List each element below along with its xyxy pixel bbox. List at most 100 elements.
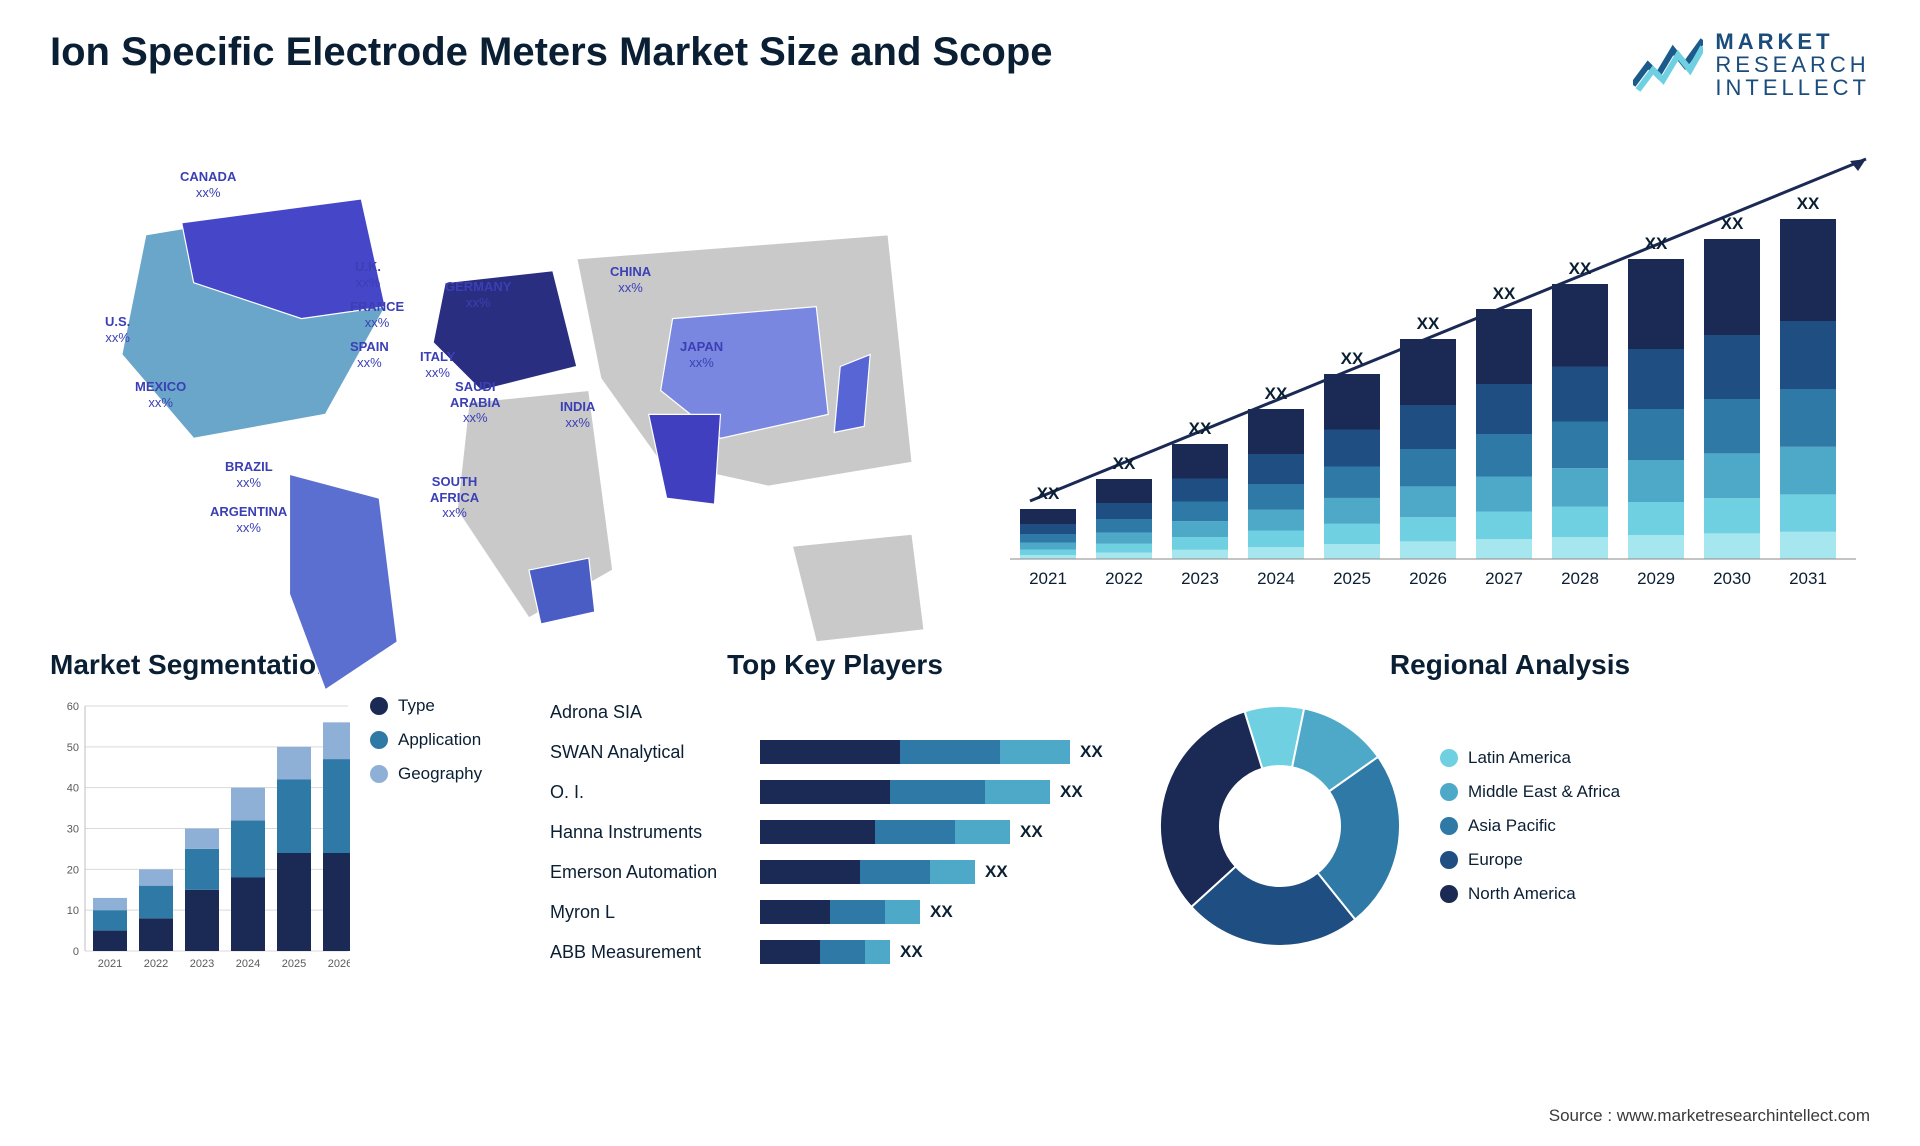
growth-bar-segment <box>1020 550 1076 556</box>
growth-bar-segment <box>1324 430 1380 467</box>
source-label: Source : www.marketresearchintellect.com <box>1549 1106 1870 1126</box>
growth-bar-segment <box>1324 498 1380 524</box>
seg-bar-segment <box>231 788 265 821</box>
growth-bar-segment <box>1628 259 1684 349</box>
seg-year-label: 2024 <box>236 958 260 970</box>
seg-year-label: 2021 <box>98 958 122 970</box>
seg-bar-segment <box>139 919 173 952</box>
growth-bar-segment <box>1628 349 1684 409</box>
growth-bar-segment <box>1172 550 1228 559</box>
growth-bar-segment <box>1552 422 1608 469</box>
growth-bar-label: XX <box>1189 419 1212 438</box>
player-bar <box>760 860 975 884</box>
segmentation-legend: TypeApplicationGeography <box>370 696 482 784</box>
legend-label: Latin America <box>1468 748 1571 768</box>
player-name: Hanna Instruments <box>550 822 750 843</box>
player-name: ABB Measurement <box>550 942 750 963</box>
growth-bar-segment <box>1172 479 1228 502</box>
growth-bar-label: XX <box>1569 259 1592 278</box>
player-bar-segment <box>820 940 865 964</box>
growth-bar-segment <box>1780 389 1836 447</box>
growth-bar-segment <box>1248 547 1304 559</box>
player-value: XX <box>900 942 923 962</box>
player-row: Myron LXX <box>550 896 1120 928</box>
player-bar-segment <box>900 740 1000 764</box>
growth-bar-segment <box>1552 367 1608 422</box>
growth-bar-segment <box>1324 467 1380 498</box>
legend-label: Geography <box>398 764 482 784</box>
seg-bar-segment <box>231 878 265 952</box>
player-row: ABB Measurement XX <box>550 936 1120 968</box>
logo-text: MARKET RESEARCH INTELLECT <box>1715 30 1870 99</box>
logo-line3: INTELLECT <box>1715 76 1870 99</box>
player-bar-segment <box>830 900 885 924</box>
seg-bar-segment <box>185 849 219 890</box>
player-name: Emerson Automation <box>550 862 750 883</box>
player-bar-wrap: XX <box>760 860 1120 884</box>
growth-year-label: 2021 <box>1029 569 1067 588</box>
seg-year-label: 2025 <box>282 958 306 970</box>
growth-bar-segment <box>1780 321 1836 389</box>
growth-year-label: 2027 <box>1485 569 1523 588</box>
map-label: MEXICOxx% <box>135 379 186 410</box>
player-bar-segment <box>890 780 985 804</box>
player-value: XX <box>930 902 953 922</box>
legend-swatch-icon <box>1440 851 1458 869</box>
player-bar-segment <box>930 860 975 884</box>
growth-bar-segment <box>1400 487 1456 518</box>
map-label: ARGENTINAxx% <box>210 504 287 535</box>
legend-swatch-icon <box>370 765 388 783</box>
player-bar-segment <box>760 940 820 964</box>
player-bar-wrap: XX <box>760 940 1120 964</box>
growth-year-label: 2028 <box>1561 569 1599 588</box>
player-bar <box>760 740 1070 764</box>
growth-bar-segment <box>1704 399 1760 453</box>
map-label: SOUTHAFRICAxx% <box>430 474 479 521</box>
growth-year-label: 2029 <box>1637 569 1675 588</box>
legend-item: Middle East & Africa <box>1440 782 1620 802</box>
growth-bar-segment <box>1476 539 1532 559</box>
growth-bar-segment <box>1248 484 1304 510</box>
legend-item: North America <box>1440 884 1620 904</box>
logo-icon <box>1633 35 1703 95</box>
player-row: O. I.XX <box>550 776 1120 808</box>
growth-year-label: 2031 <box>1789 569 1827 588</box>
growth-bar-segment <box>1096 503 1152 519</box>
growth-bar-segment <box>1096 519 1152 533</box>
player-row: Hanna InstrumentsXX <box>550 816 1120 848</box>
header: Ion Specific Electrode Meters Market Siz… <box>50 30 1870 99</box>
player-bar-segment <box>865 940 890 964</box>
seg-ytick: 10 <box>67 905 79 917</box>
legend-label: North America <box>1468 884 1576 904</box>
legend-label: Application <box>398 730 481 750</box>
growth-bar-label: XX <box>1645 234 1668 253</box>
legend-item: Asia Pacific <box>1440 816 1620 836</box>
growth-bar-segment <box>1628 535 1684 559</box>
growth-bar-label: XX <box>1037 484 1060 503</box>
player-value: XX <box>985 862 1008 882</box>
legend-swatch-icon <box>1440 817 1458 835</box>
growth-bar-label: XX <box>1113 454 1136 473</box>
growth-bar-segment <box>1400 517 1456 541</box>
seg-bar-segment <box>323 723 350 760</box>
growth-bar-segment <box>1780 447 1836 495</box>
growth-year-label: 2030 <box>1713 569 1751 588</box>
legend-item: Latin America <box>1440 748 1620 768</box>
growth-bar-segment <box>1096 544 1152 553</box>
growth-bar-segment <box>1400 405 1456 449</box>
growth-year-label: 2024 <box>1257 569 1295 588</box>
map-label: FRANCExx% <box>350 299 404 330</box>
growth-bar-segment <box>1020 534 1076 543</box>
logo-line2: RESEARCH <box>1715 53 1870 76</box>
page-title: Ion Specific Electrode Meters Market Siz… <box>50 30 1053 75</box>
growth-bar-segment <box>1020 509 1076 524</box>
growth-bar-segment <box>1324 524 1380 544</box>
player-bar <box>760 900 920 924</box>
regional-donut <box>1150 696 1410 956</box>
map-label: CANADAxx% <box>180 169 236 200</box>
player-name: O. I. <box>550 782 750 803</box>
player-bar <box>760 780 1050 804</box>
logo-line1: MARKET <box>1715 30 1870 53</box>
growth-bar-segment <box>1780 495 1836 532</box>
seg-ytick: 20 <box>67 865 79 877</box>
